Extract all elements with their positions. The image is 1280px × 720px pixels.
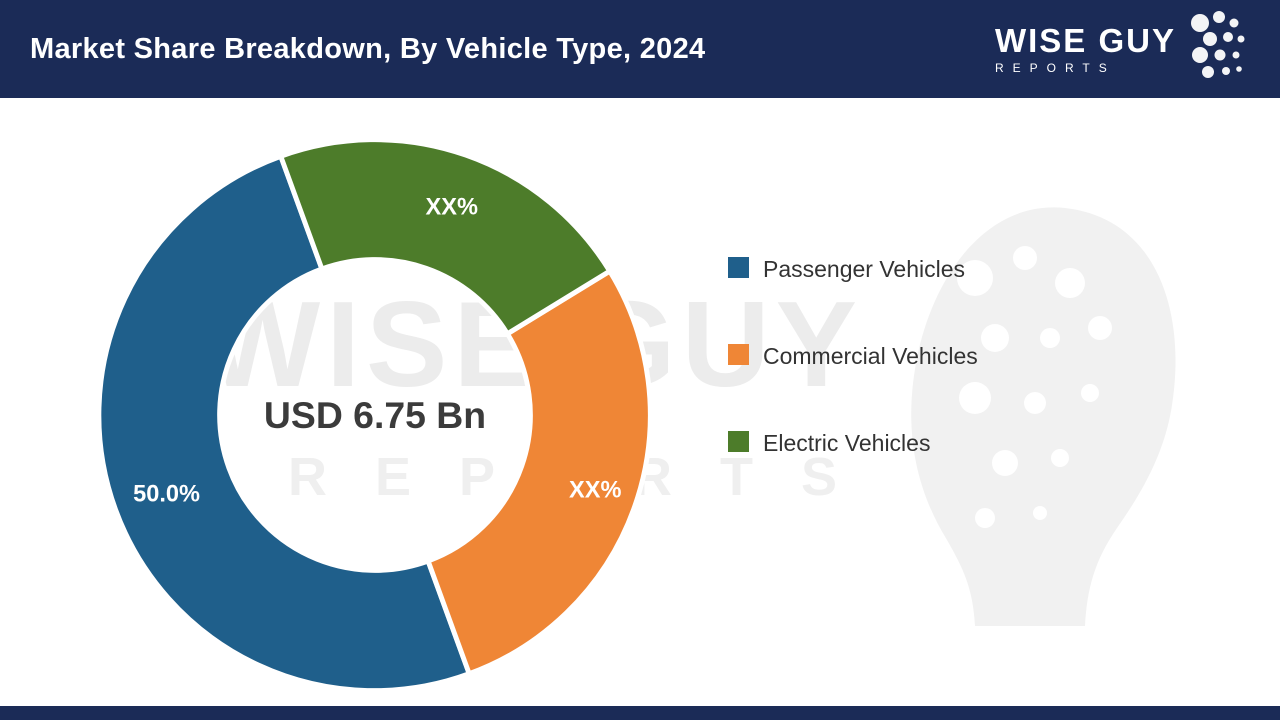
segment-passenger-vehicles: [96, 153, 472, 694]
chart-area: WISE GUY REPORTS: [0, 98, 1280, 706]
donut-center-value: USD 6.75 Bn: [264, 394, 486, 436]
segment-label-commercial: XX%: [569, 478, 621, 504]
legend-swatch-electric: [728, 430, 749, 457]
segment-label-electric: XX%: [425, 194, 477, 220]
brand-name: WISE GUY: [994, 21, 1176, 59]
legend-item-electric-vehicles: Electric Vehicles: [728, 430, 978, 457]
brand-logo: WISE GUY REPORTS: [995, 9, 1250, 90]
chart-legend: Passenger Vehicles Commercial Vehicles E…: [728, 256, 978, 457]
donut-chart: 50.0% XX% XX% USD 6.75 Bn: [80, 120, 670, 715]
brand-logo-text: WISE GUY REPORTS: [995, 24, 1176, 75]
legend-item-commercial-vehicles: Commercial Vehicles: [728, 343, 978, 370]
legend-label-electric: Electric Vehicles: [763, 430, 931, 456]
segment-electric-vehicles: [278, 137, 613, 337]
header: Market Share Breakdown, By Vehicle Type,…: [0, 0, 1280, 98]
legend-label-commercial: Commercial Vehicles: [763, 343, 978, 369]
legend-item-passenger-vehicles: Passenger Vehicles: [728, 256, 978, 283]
segment-label-passenger: 50.0%: [133, 482, 200, 508]
page-title: Market Share Breakdown, By Vehicle Type,…: [30, 32, 706, 65]
legend-label-passenger: Passenger Vehicles: [763, 256, 966, 282]
footer-bar: [0, 706, 1280, 720]
legend-swatch-commercial: [728, 343, 749, 370]
head-dots-icon: [1186, 9, 1250, 90]
brand-subname: REPORTS: [994, 60, 1116, 75]
segment-commercial-vehicles: [425, 268, 653, 677]
legend-swatch-passenger: [728, 256, 749, 283]
